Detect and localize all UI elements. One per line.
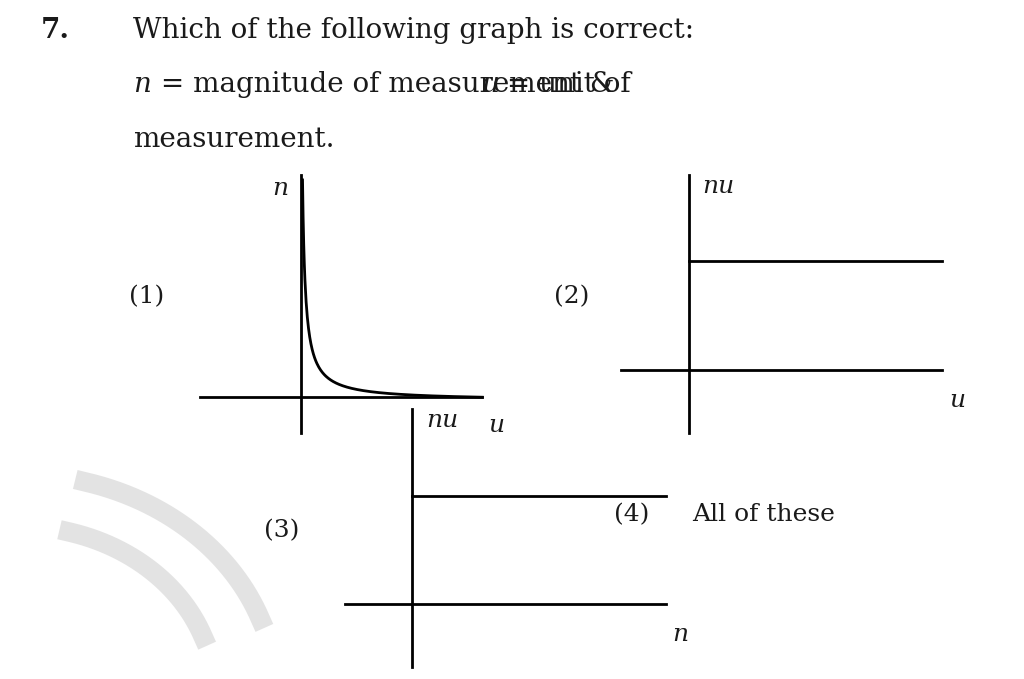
Text: u: u bbox=[488, 414, 505, 437]
Text: u: u bbox=[949, 389, 965, 412]
Text: measurement.: measurement. bbox=[133, 126, 335, 153]
Text: nu: nu bbox=[426, 409, 458, 432]
Text: Which of the following graph is correct:: Which of the following graph is correct: bbox=[133, 17, 694, 44]
Text: = magnitude of measurement &: = magnitude of measurement & bbox=[152, 71, 623, 98]
Text: All of these: All of these bbox=[692, 503, 836, 526]
Text: u: u bbox=[481, 71, 499, 98]
Text: n: n bbox=[673, 623, 688, 646]
Text: 7.: 7. bbox=[41, 17, 70, 44]
Text: (3): (3) bbox=[263, 519, 299, 543]
Text: n: n bbox=[272, 177, 289, 200]
Text: nu: nu bbox=[702, 175, 734, 198]
Text: (4): (4) bbox=[614, 503, 650, 526]
Text: (2): (2) bbox=[554, 285, 589, 308]
Text: (1): (1) bbox=[129, 285, 164, 308]
Text: n: n bbox=[133, 71, 151, 98]
Text: = unit of: = unit of bbox=[498, 71, 631, 98]
